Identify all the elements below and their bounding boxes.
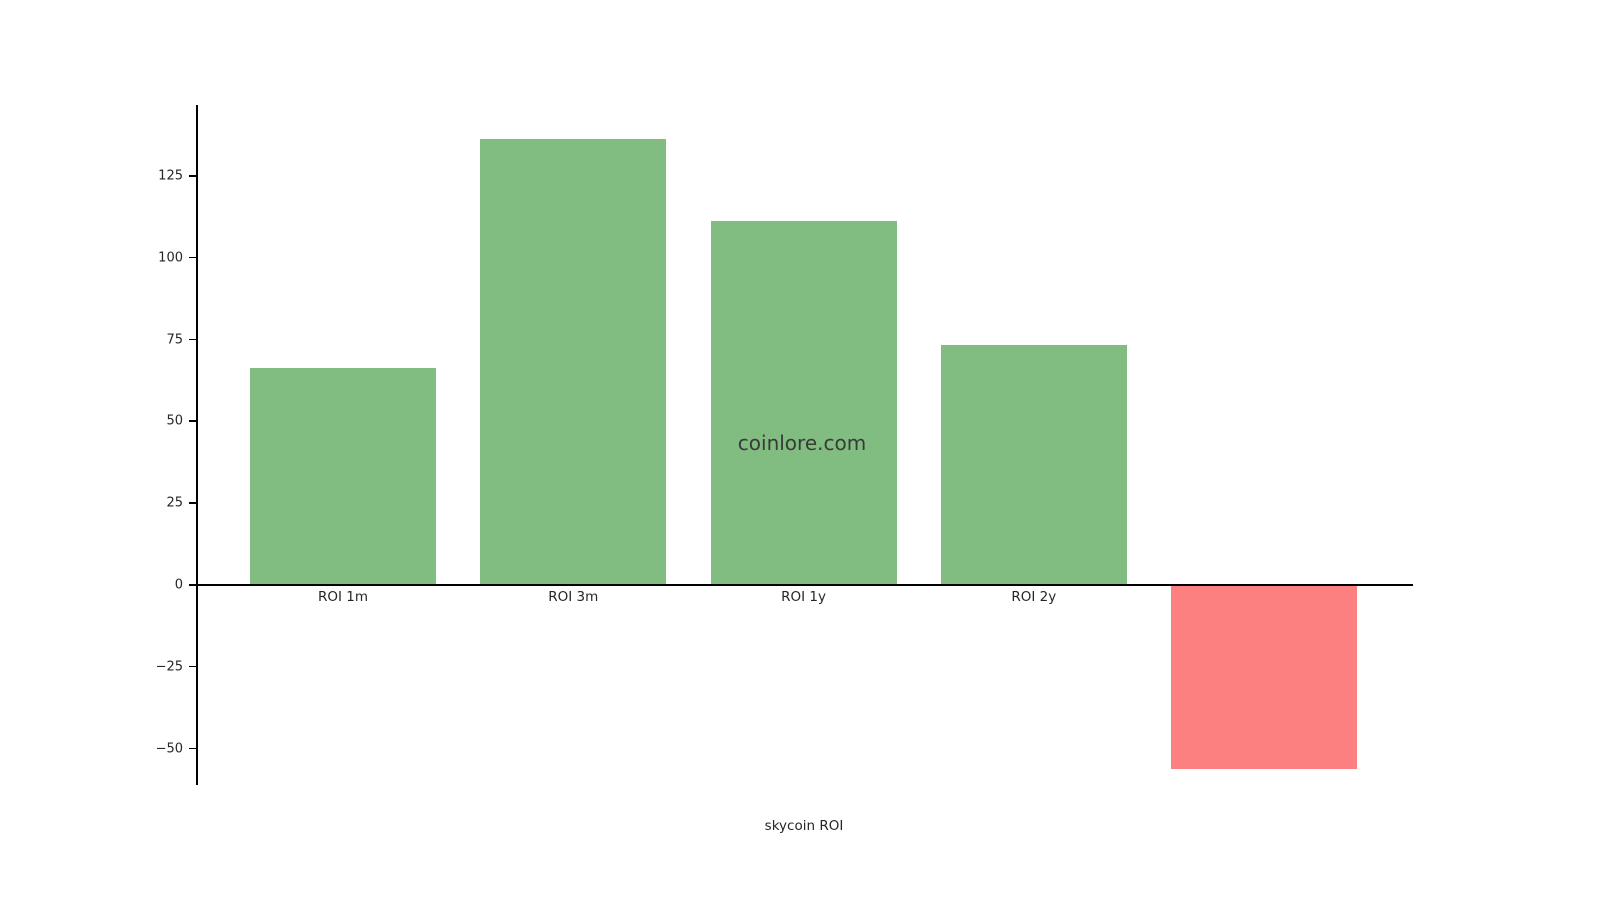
x-tick-label: ROI 1y [781, 589, 826, 605]
y-tick-mark [189, 502, 196, 504]
y-tick-label: 25 [166, 495, 183, 511]
bar-roi-1y [710, 220, 897, 584]
y-tick-mark [189, 256, 196, 259]
x-tick-label: ROI 1m [317, 589, 369, 605]
bar-roi-1m [250, 368, 436, 584]
watermark-text: coinlore.com [737, 431, 867, 455]
y-tick-label: 0 [174, 577, 183, 593]
bar-roi-3m [480, 139, 667, 584]
y-tick-mark [189, 665, 196, 668]
chart-caption: skycoin ROI [764, 818, 844, 834]
x-axis-zero-line [196, 584, 1413, 586]
y-tick-label: 75 [166, 332, 183, 348]
y-tick-label: 125 [158, 168, 183, 184]
bar-unlabeled [1171, 585, 1357, 769]
y-tick-mark [189, 175, 196, 177]
bar-roi-2y [940, 345, 1127, 584]
y-tick-label: −50 [155, 741, 183, 757]
x-tick-label: ROI 3m [548, 589, 599, 605]
x-tick-label: ROI 2y [1011, 589, 1057, 605]
y-tick-mark [189, 747, 196, 750]
y-tick-label: −25 [155, 659, 183, 675]
y-tick-mark [189, 420, 196, 422]
y-axis-line [196, 105, 198, 785]
y-tick-mark [189, 338, 196, 341]
y-tick-mark [189, 584, 196, 586]
y-tick-label: 100 [158, 250, 183, 266]
y-tick-label: 50 [166, 413, 183, 429]
